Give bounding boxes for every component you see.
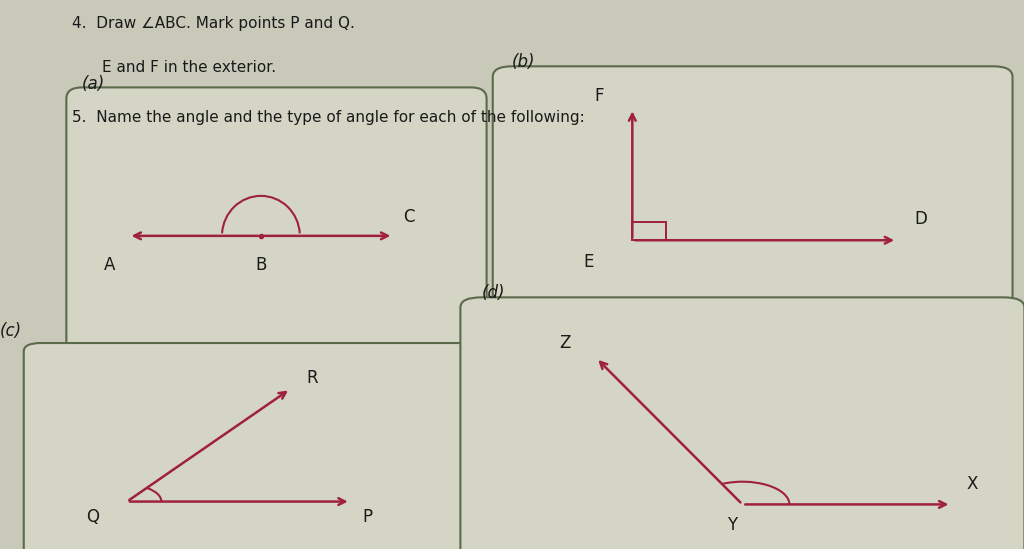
FancyBboxPatch shape	[67, 87, 486, 396]
Text: A: A	[103, 256, 115, 274]
Text: P: P	[362, 508, 373, 526]
Text: X: X	[967, 475, 978, 493]
Text: (d): (d)	[481, 284, 505, 302]
Text: F: F	[594, 87, 603, 104]
FancyBboxPatch shape	[24, 343, 488, 549]
Bar	[632, 222, 666, 240]
Text: 4.  Draw ∠ABC. Mark points P and Q.: 4. Draw ∠ABC. Mark points P and Q.	[72, 16, 354, 31]
Text: Z: Z	[559, 334, 570, 352]
Text: B: B	[255, 256, 266, 274]
Text: R: R	[306, 368, 317, 386]
Text: (c): (c)	[0, 322, 23, 340]
FancyBboxPatch shape	[461, 298, 1024, 549]
Text: E and F in the exterior.: E and F in the exterior.	[102, 60, 276, 75]
Text: D: D	[914, 210, 928, 228]
Text: Q: Q	[86, 508, 99, 526]
Text: Y: Y	[727, 516, 737, 534]
FancyBboxPatch shape	[493, 66, 1013, 351]
Text: (a): (a)	[82, 75, 105, 93]
Text: (b): (b)	[512, 53, 536, 71]
Text: C: C	[403, 208, 415, 226]
Text: E: E	[584, 253, 594, 271]
Text: 5.  Name the angle and the type of angle for each of the following:: 5. Name the angle and the type of angle …	[72, 110, 585, 125]
